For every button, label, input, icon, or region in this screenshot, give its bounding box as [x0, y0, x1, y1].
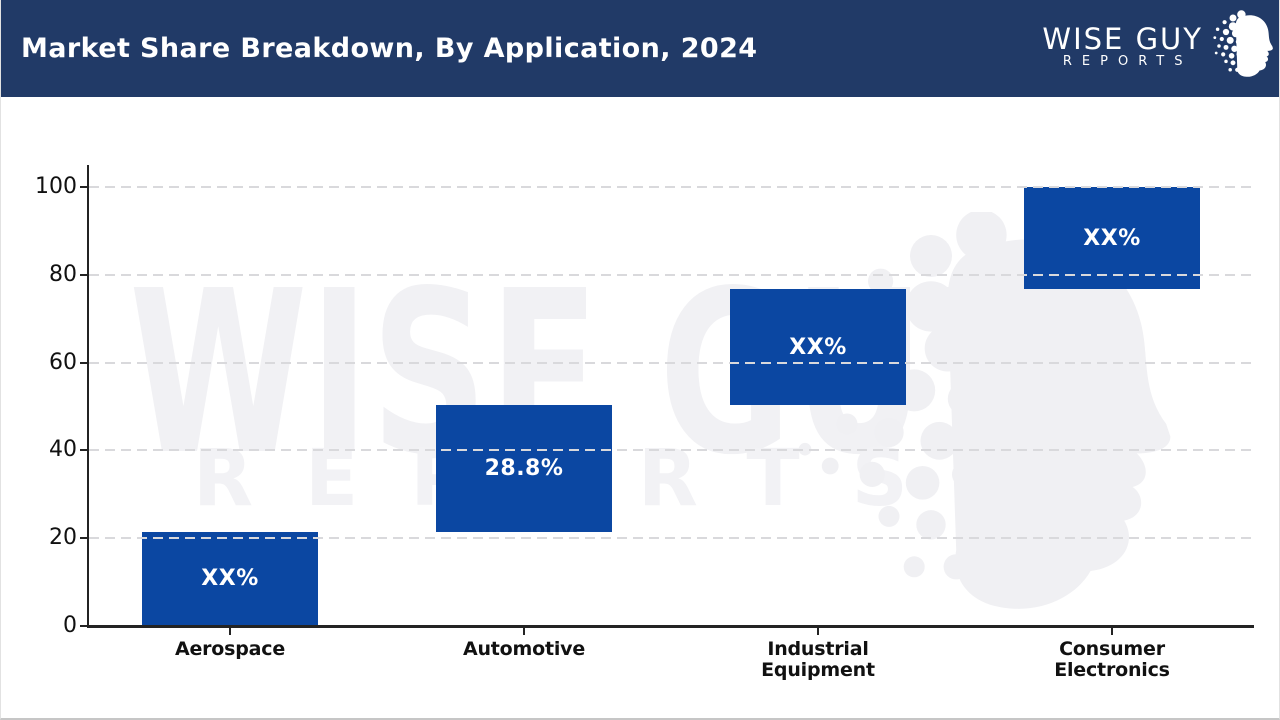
x-axis-label-line: Consumer — [1059, 638, 1165, 660]
x-axis-label: Automotive — [404, 639, 644, 660]
bar-automotive: 28.8% — [436, 405, 612, 532]
y-tick-label: 80 — [49, 261, 77, 287]
y-tick-mark — [80, 537, 89, 540]
x-axis-label-line: Industrial — [767, 638, 869, 660]
logo-wordmark: WISE GUY — [1042, 21, 1203, 56]
gridline-20 — [89, 537, 1254, 540]
x-tick-mark — [1111, 626, 1113, 635]
logo-subtitle: REPORTS — [1062, 54, 1193, 70]
wiseguy-logo: WISE GUY REPORTS — [1042, 4, 1275, 88]
y-tick-label: 20 — [49, 525, 77, 551]
bar-value-label: XX% — [789, 334, 847, 360]
gridline-60 — [89, 361, 1254, 364]
y-tick-label: 60 — [49, 349, 77, 375]
y-tick-mark — [80, 361, 89, 364]
x-axis-spine — [87, 625, 1254, 628]
gridline-100 — [89, 186, 1254, 188]
x-axis-label-line: Electronics — [1054, 659, 1170, 681]
gridline-80 — [89, 273, 1254, 276]
y-tick-mark — [80, 273, 89, 276]
x-tick-mark — [523, 626, 525, 635]
bar-value-label: XX% — [201, 566, 259, 592]
x-tick-mark — [229, 626, 231, 635]
x-axis-label-line: Automotive — [462, 638, 586, 660]
header: Market Share Breakdown, By Application, … — [1, 0, 1279, 97]
y-tick-label: 100 — [35, 174, 77, 199]
x-tick-mark — [817, 626, 819, 635]
y-tick-label: 0 — [63, 613, 77, 638]
logo-text: WISE GUY REPORTS — [1042, 21, 1203, 70]
bar-industrial-equipment: XX% — [730, 289, 906, 406]
x-axis-label-line: Aerospace — [174, 638, 286, 660]
bar-value-label: 28.8% — [484, 455, 564, 481]
y-tick-mark — [80, 625, 89, 627]
y-tick-label: 40 — [49, 437, 77, 463]
gridline-40 — [89, 449, 1254, 452]
x-axis-label: Aerospace — [110, 639, 350, 660]
y-tick-mark — [80, 186, 89, 188]
y-tick-mark — [80, 449, 89, 452]
x-axis-label: Industrial Equipment — [698, 639, 938, 681]
x-axis-label: Consumer Electronics — [992, 639, 1232, 681]
bar-consumer-electronics: XX% — [1024, 187, 1200, 290]
logo-face-icon — [1213, 10, 1273, 77]
bar-aerospace: XX% — [142, 531, 318, 626]
bar-value-label: XX% — [1083, 225, 1141, 251]
chart-title: Market Share Breakdown, By Application, … — [21, 33, 758, 64]
x-axis-label-line: Equipment — [761, 659, 875, 681]
y-axis-spine — [87, 165, 89, 628]
